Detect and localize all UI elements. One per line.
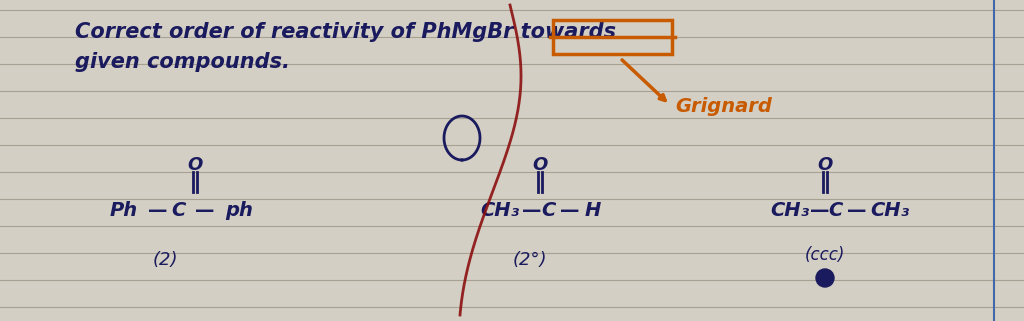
- Text: —: —: [195, 201, 214, 220]
- Text: H: H: [585, 201, 601, 220]
- Text: ph: ph: [225, 201, 253, 220]
- Text: C: C: [171, 201, 185, 220]
- Text: —: —: [522, 201, 542, 220]
- Text: Correct order of reactivity of PhMgBr towards: Correct order of reactivity of PhMgBr to…: [75, 22, 616, 42]
- Circle shape: [816, 269, 834, 287]
- Text: —: —: [560, 201, 580, 220]
- Text: Ph: Ph: [110, 201, 138, 220]
- Text: O: O: [187, 156, 203, 174]
- Text: —: —: [148, 201, 167, 220]
- Text: Grignard: Grignard: [675, 97, 772, 116]
- Text: O: O: [817, 156, 833, 174]
- Text: given compounds.: given compounds.: [75, 52, 290, 72]
- Text: (ccc): (ccc): [805, 246, 845, 264]
- Text: CH₃: CH₃: [870, 201, 909, 220]
- Text: C: C: [827, 201, 842, 220]
- Text: (2): (2): [153, 251, 178, 269]
- Text: (2°): (2°): [513, 251, 547, 269]
- Text: —: —: [847, 201, 866, 220]
- Text: CH₃: CH₃: [770, 201, 809, 220]
- Text: C: C: [541, 201, 555, 220]
- Text: O: O: [532, 156, 548, 174]
- Text: —: —: [810, 201, 829, 220]
- Text: CH₃: CH₃: [480, 201, 519, 220]
